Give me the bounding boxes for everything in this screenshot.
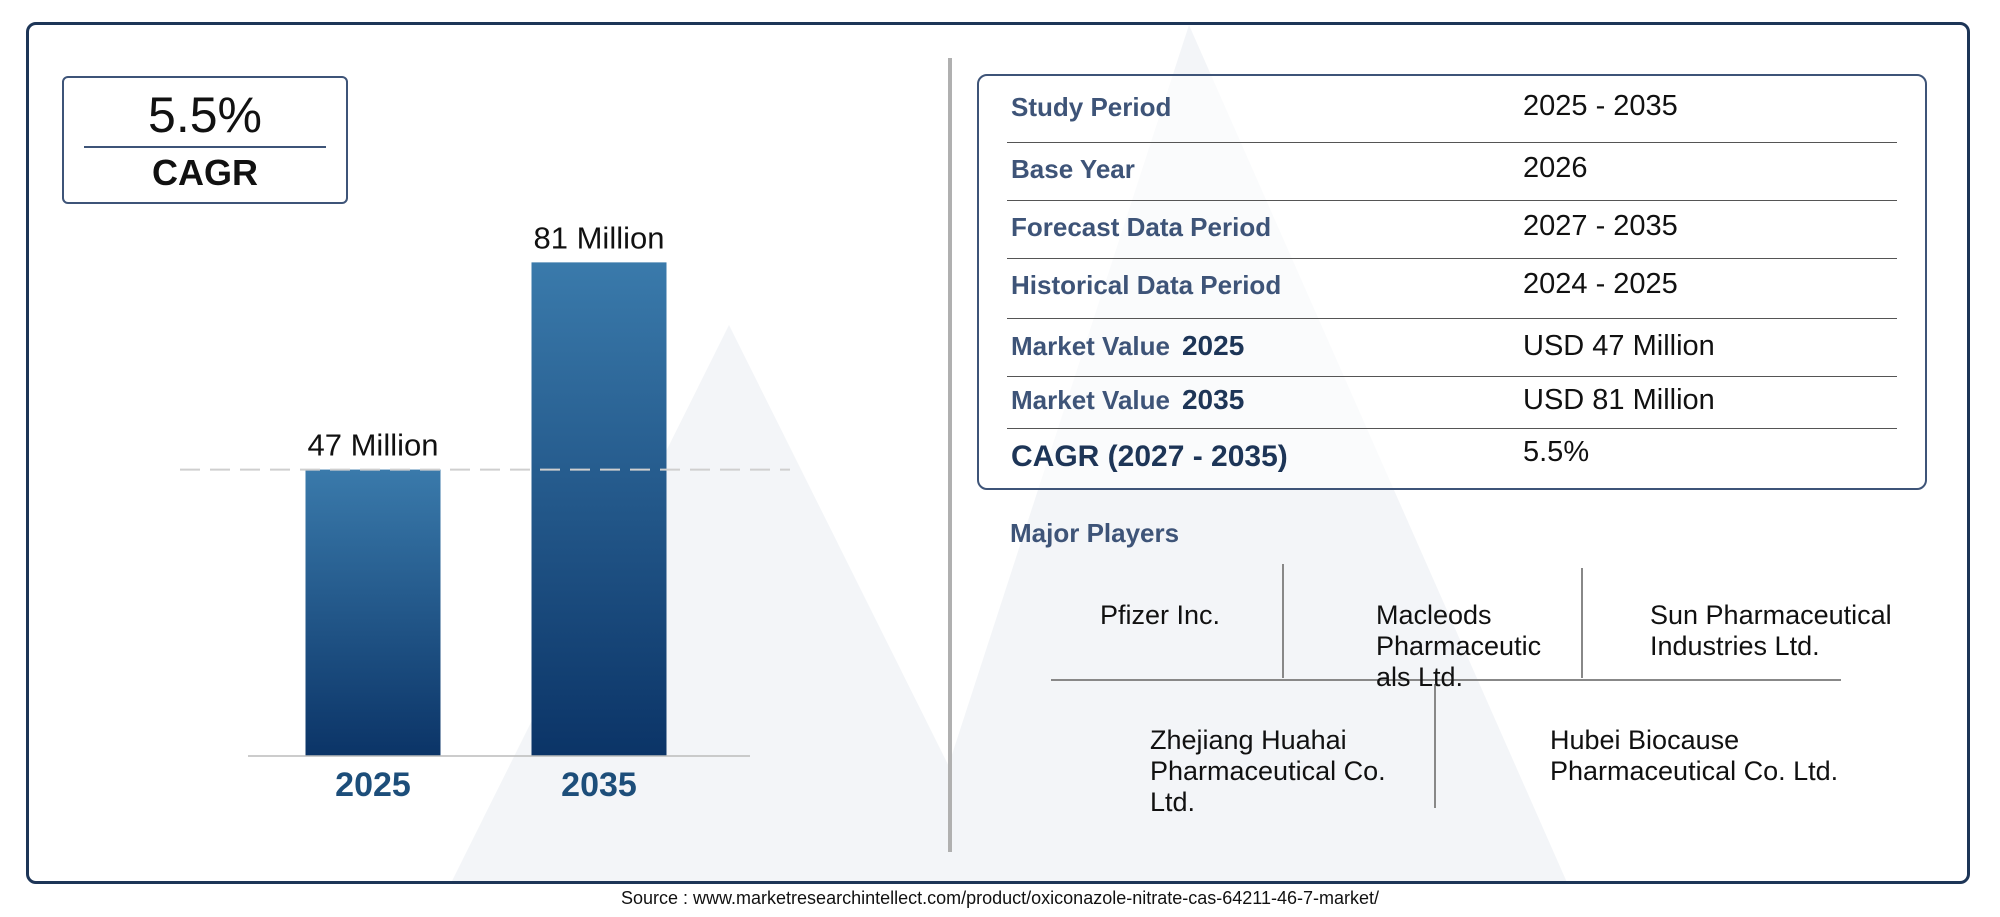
info-row-historical-period: Historical Data Period 2024 - 2025 <box>1007 258 1897 319</box>
row-value: 2027 - 2035 <box>1523 210 1678 242</box>
row-label: CAGR (2027 - 2035) <box>1011 440 1288 473</box>
row-value: 2025 - 2035 <box>1523 90 1678 122</box>
cagr-value: 5.5% <box>148 87 262 143</box>
cagr-divider <box>84 146 326 148</box>
row-label: Forecast Data Period <box>1011 212 1272 242</box>
row-label: Historical Data Period <box>1011 270 1282 300</box>
info-row-forecast-period: Forecast Data Period 2027 - 2035 <box>1007 200 1897 259</box>
info-row-base-year: Base Year 2026 <box>1007 142 1897 201</box>
row-label-year: 2035 <box>1181 384 1245 415</box>
player-name: Pfizer Inc. <box>1100 600 1221 630</box>
player-name: Hubei Biocause Pharmaceutical Co. Ltd. <box>1550 725 1839 786</box>
row-value: USD 81 Million <box>1523 384 1715 416</box>
market-size-bar-chart: 47 Million 2025 81 Million 2035 <box>180 220 790 804</box>
info-row-market-value-2025: Market Value 2025 USD 47 Million <box>1007 318 1897 377</box>
bar-2035 <box>531 262 667 756</box>
info-row-cagr: CAGR (2027 - 2035) 5.5% <box>1007 428 1897 490</box>
row-label-text: Market Value <box>1011 385 1170 415</box>
bar-2025 <box>305 469 441 756</box>
player-name: Macleods Pharmaceutic als Ltd. <box>1376 600 1542 692</box>
report-details-table: Study Period 2025 - 2035 Base Year 2026 … <box>977 74 1927 490</box>
info-row-study-period: Study Period 2025 - 2035 <box>1007 76 1897 143</box>
row-label-year: 2025 <box>1181 330 1245 361</box>
row-value: 5.5% <box>1523 436 1590 468</box>
row-label: Market Value 2025 <box>1011 330 1244 362</box>
cagr-label: CAGR <box>152 152 258 193</box>
players-divider <box>1282 564 1284 678</box>
row-label: Study Period <box>1011 92 1172 122</box>
player-name: Zhejiang Huahai Pharmaceutical Co. Ltd. <box>1150 725 1386 817</box>
info-row-market-value-2035: Market Value 2035 USD 81 Million <box>1007 376 1897 429</box>
major-players-title: Major Players <box>1010 518 1180 548</box>
source-citation: Source : www.marketresearchintellect.com… <box>621 888 1379 908</box>
section-divider <box>948 58 952 852</box>
data-label: 81 Million <box>534 220 665 255</box>
data-label: 47 Million <box>308 428 439 463</box>
row-label: Base Year <box>1011 154 1135 184</box>
row-value: 2026 <box>1523 152 1588 184</box>
x-tick-label: 2035 <box>561 766 637 804</box>
players-divider <box>1581 568 1583 678</box>
players-divider <box>1434 684 1436 808</box>
row-value: 2024 - 2025 <box>1523 268 1678 300</box>
row-label: Market Value 2035 <box>1011 384 1244 416</box>
player-name: Sun Pharmaceutical Industries Ltd. <box>1650 600 1892 661</box>
row-value: USD 47 Million <box>1523 330 1715 362</box>
x-tick-label: 2025 <box>335 766 411 804</box>
cagr-summary-box: 5.5% CAGR <box>62 76 348 204</box>
row-label-text: Market Value <box>1011 331 1170 361</box>
players-divider <box>1051 679 1841 681</box>
